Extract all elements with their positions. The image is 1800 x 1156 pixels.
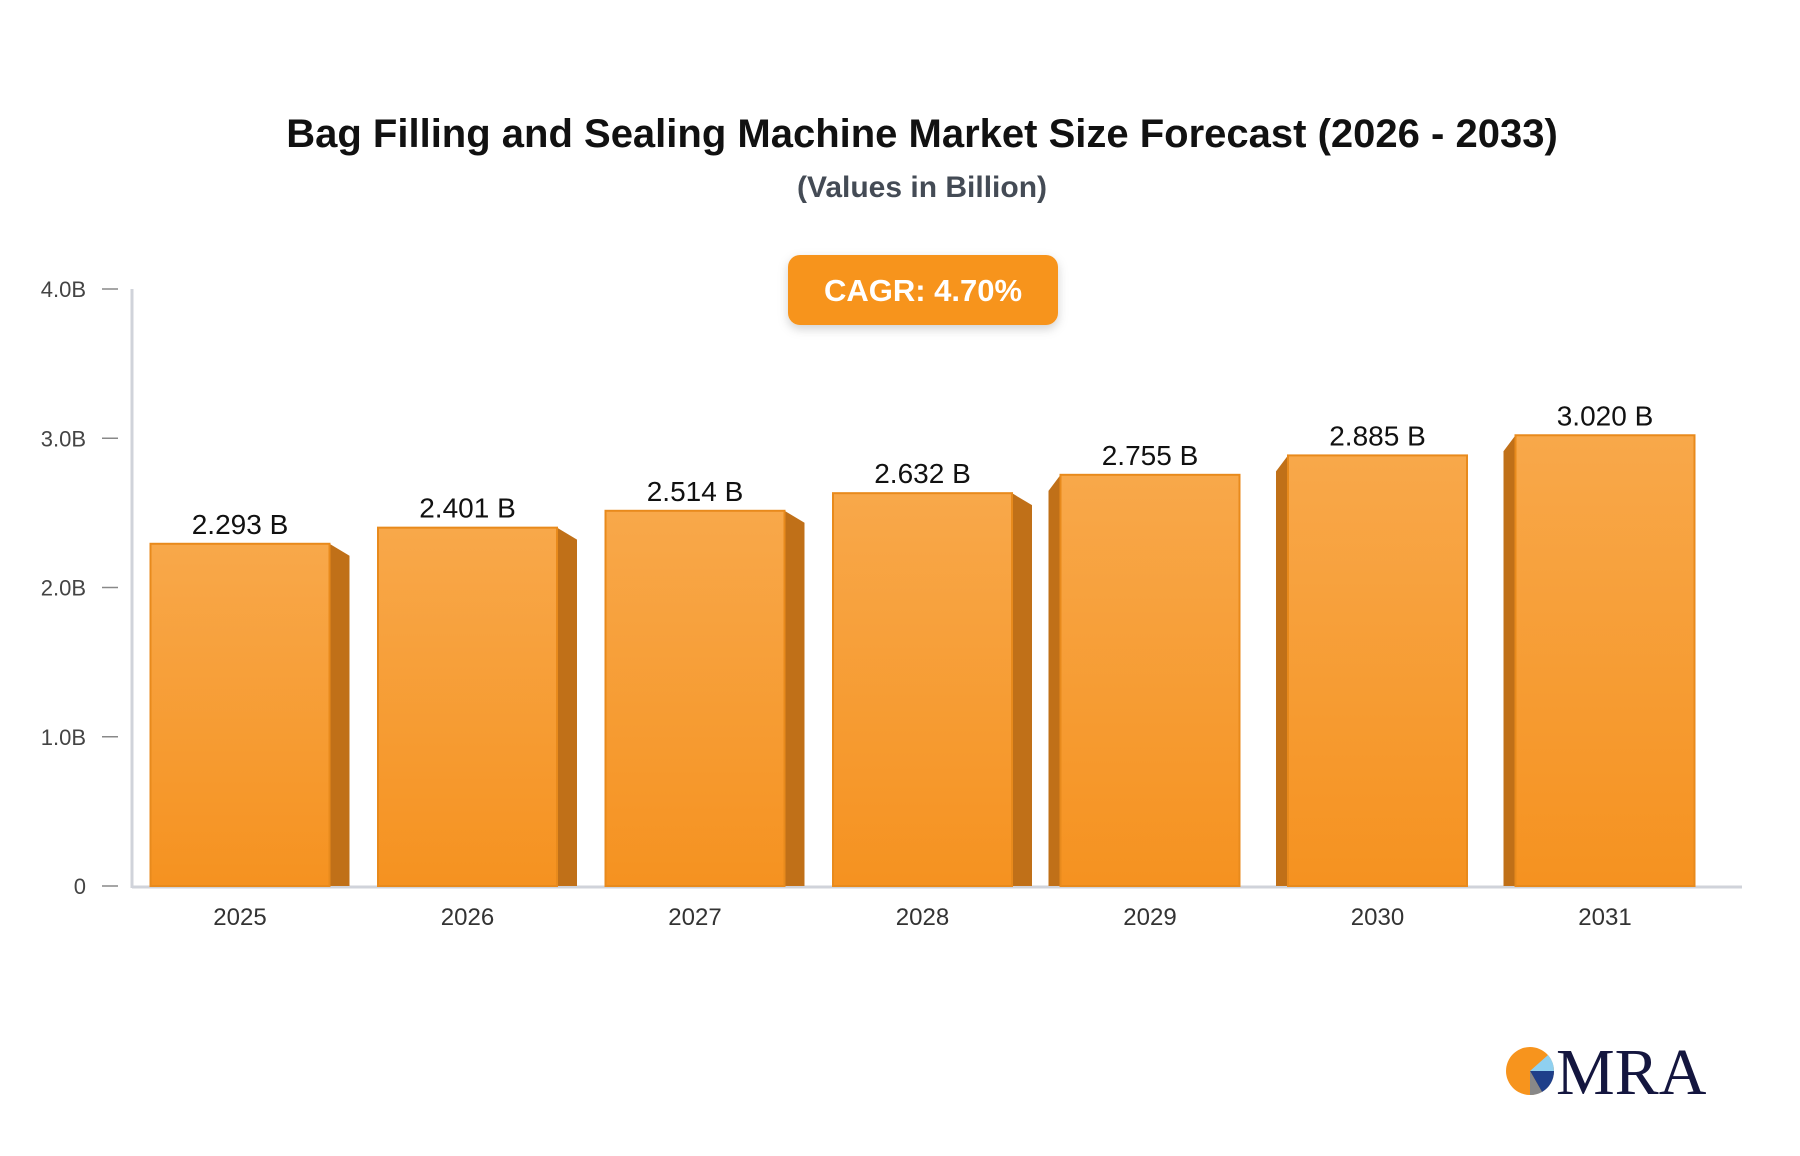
- x-tick-label: 2029: [1123, 904, 1176, 931]
- data-label: 2.885 B: [1329, 420, 1426, 451]
- x-tick-label: 2028: [896, 904, 949, 931]
- bar: [1287, 454, 1468, 887]
- x-tick-label: 2026: [441, 904, 494, 931]
- y-tick-label: 0: [74, 874, 86, 899]
- x-tick-label: 2025: [213, 904, 266, 931]
- data-label: 2.401 B: [419, 493, 516, 524]
- data-label: 2.293 B: [192, 509, 289, 540]
- logo-text: MRA: [1556, 1036, 1707, 1109]
- data-label: 3.020 B: [1557, 400, 1654, 431]
- bar: [1059, 473, 1241, 887]
- bar-group-2027: 2.514 B 2027: [604, 476, 805, 931]
- x-tick-label: 2031: [1578, 904, 1631, 931]
- bar-group-2030: 2.885 B 2030: [1276, 420, 1468, 931]
- cagr-badge: CAGR: 4.70%: [788, 255, 1058, 325]
- bar-side: [557, 527, 577, 886]
- bar-side: [1012, 493, 1032, 886]
- bar-side: [1048, 474, 1061, 886]
- bar-group-2028: 2.632 B 2028: [832, 458, 1032, 931]
- data-label: 2.755 B: [1102, 440, 1199, 471]
- bar: [832, 492, 1013, 887]
- data-label: 2.514 B: [647, 476, 744, 507]
- bar-group-2031: 3.020 B 2031: [1503, 400, 1696, 931]
- bar: [1514, 434, 1696, 887]
- x-tick-label: 2027: [668, 904, 721, 931]
- bar: [377, 526, 558, 887]
- chart-title: Bag Filling and Sealing Machine Market S…: [286, 112, 1558, 156]
- x-tick-label: 2030: [1351, 904, 1404, 931]
- bar: [604, 509, 786, 887]
- y-tick-label: 4.0B: [41, 277, 86, 302]
- mra-logo: MRA: [1506, 1036, 1707, 1109]
- bar-side: [1503, 435, 1516, 886]
- y-tick-label: 2.0B: [41, 576, 86, 601]
- bar-group-2025: 2.293 B 2025: [149, 509, 350, 931]
- cagr-label: CAGR: 4.70%: [824, 273, 1022, 308]
- bar-side: [329, 543, 350, 886]
- bar-group-2026: 2.401 B 2026: [377, 493, 577, 931]
- data-label: 2.632 B: [874, 458, 971, 489]
- bar-side: [1276, 455, 1288, 886]
- y-tick-label: 1.0B: [41, 725, 86, 750]
- bar-group-2029: 2.755 B 2029: [1048, 440, 1241, 931]
- y-tick-label: 3.0B: [41, 426, 86, 451]
- chart-subtitle: (Values in Billion): [797, 171, 1047, 204]
- bar-side: [784, 510, 805, 886]
- bar: [149, 542, 331, 888]
